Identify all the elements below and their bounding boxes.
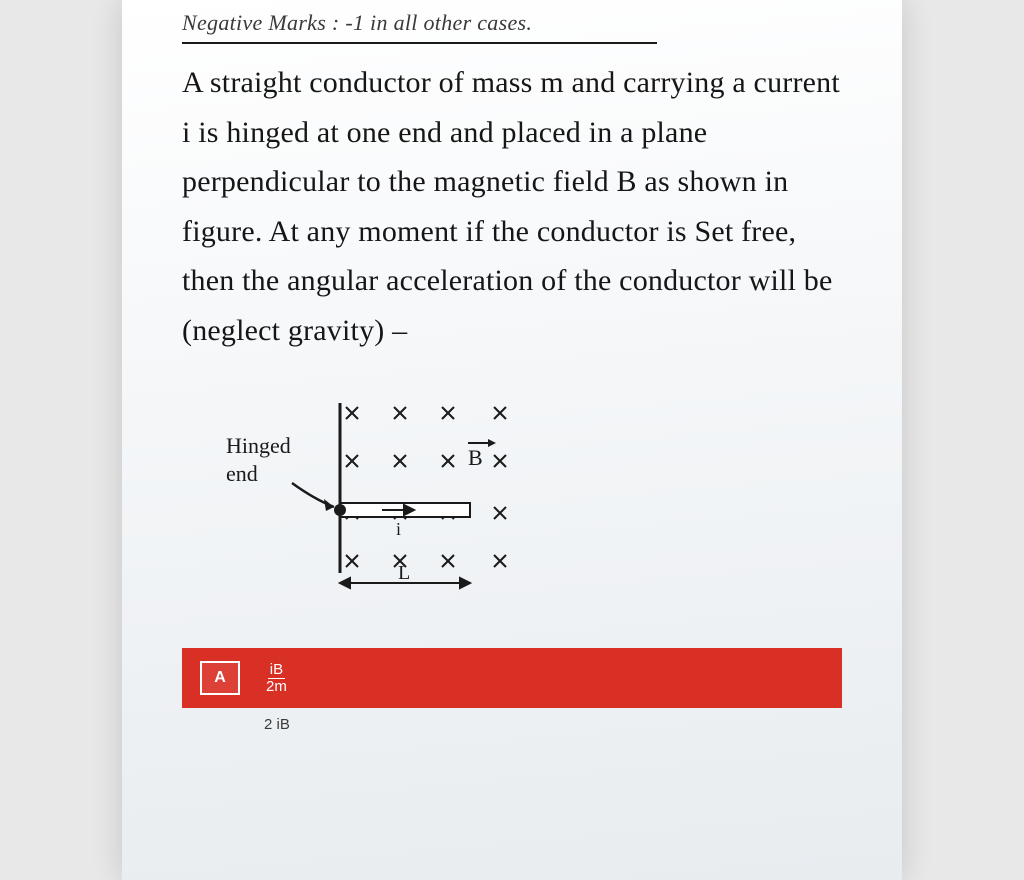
option-letter-box: A (200, 661, 240, 695)
field-label: B (468, 445, 483, 470)
question-text: A straight conductor of mass m and carry… (182, 58, 842, 355)
answer-option-a[interactable]: A iB 2m (182, 648, 842, 708)
hinged-label: Hinged (226, 433, 291, 458)
current-label: i (396, 519, 401, 539)
length-label: L (398, 562, 410, 584)
option-fraction: iB 2m (264, 662, 289, 695)
page: Negative Marks : -1 in all other cases. … (122, 0, 902, 880)
frac-num: iB (268, 662, 285, 679)
frac-den: 2m (264, 679, 289, 695)
option-letter: A (214, 669, 226, 687)
partial-next-option: 2 iB (182, 716, 842, 733)
negative-marks-line: Negative Marks : -1 in all other cases. (182, 10, 842, 42)
figure: i B L Hinged end (222, 383, 842, 608)
end-label: end (226, 461, 258, 486)
divider (182, 42, 657, 44)
